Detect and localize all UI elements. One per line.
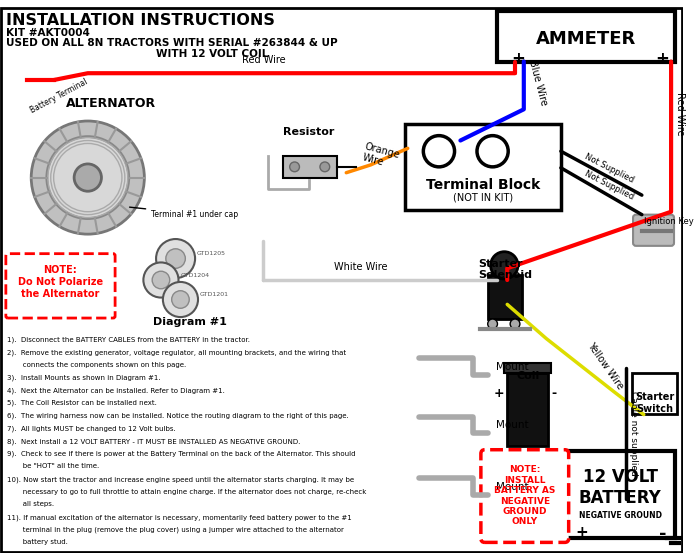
FancyBboxPatch shape: [6, 254, 115, 318]
Circle shape: [488, 319, 498, 329]
Circle shape: [172, 291, 189, 309]
Text: 3).  Install Mounts as shown in Diagram #1.: 3). Install Mounts as shown in Diagram #…: [7, 375, 160, 381]
Circle shape: [74, 164, 102, 191]
Bar: [405, 124, 561, 210]
Circle shape: [32, 121, 144, 234]
Text: Red Wire: Red Wire: [675, 92, 685, 136]
Text: Not Supplied: Not Supplied: [583, 169, 636, 202]
Text: -: -: [551, 388, 556, 400]
Text: Battery Terminal: Battery Terminal: [29, 77, 90, 115]
Bar: [504, 363, 551, 372]
Text: Mount: Mount: [496, 362, 528, 372]
Circle shape: [163, 282, 198, 317]
Text: Terminal Block: Terminal Block: [426, 178, 540, 192]
Text: KIT #AKT0004: KIT #AKT0004: [6, 29, 90, 38]
Circle shape: [477, 136, 508, 167]
Text: (NOT IN KIT): (NOT IN KIT): [453, 192, 513, 202]
Text: White Wire: White Wire: [334, 262, 388, 272]
Bar: [632, 372, 677, 414]
Bar: [566, 451, 675, 539]
Text: +: +: [494, 388, 504, 400]
Text: USED ON ALL 8N TRACTORS WITH SERIAL #263844 & UP: USED ON ALL 8N TRACTORS WITH SERIAL #263…: [6, 38, 337, 48]
Text: 7).  All lights MUST be changed to 12 Volt bulbs.: 7). All lights MUST be changed to 12 Vol…: [7, 426, 176, 432]
Text: 6).  The wiring harness now can be installed. Notice the routing diagram to the : 6). The wiring harness now can be instal…: [7, 413, 349, 419]
Text: +: +: [575, 525, 588, 540]
Circle shape: [424, 136, 454, 167]
Bar: [508, 372, 548, 446]
Text: 11). If manual excitation of the alternator is necessary, momentarily feed batte: 11). If manual excitation of the alterna…: [7, 514, 351, 521]
Text: Orange
Wire: Orange Wire: [361, 141, 401, 171]
Text: ALTERNATOR: ALTERNATOR: [66, 97, 157, 110]
Text: 2).  Remove the existing generator, voltage regulator, all mounting brackets, an: 2). Remove the existing generator, volta…: [7, 349, 346, 356]
Text: battery stud.: battery stud.: [7, 539, 68, 545]
Circle shape: [47, 137, 129, 218]
Text: terminal in the plug (remove the plug cover) using a jumper wire attached to the: terminal in the plug (remove the plug co…: [7, 527, 344, 533]
Bar: [283, 156, 337, 178]
Text: AMMETER: AMMETER: [536, 30, 636, 48]
Bar: [498, 11, 675, 62]
Circle shape: [152, 271, 169, 289]
Text: NOTE:
Do Not Polarize
the Alternator: NOTE: Do Not Polarize the Alternator: [18, 265, 103, 298]
Text: Diagram #1: Diagram #1: [153, 317, 227, 327]
Text: Blue Wire: Blue Wire: [526, 59, 549, 107]
Text: be "HOT" all the time.: be "HOT" all the time.: [7, 463, 99, 469]
Text: 4).  Next the Alternator can be installed. Refer to Diagram #1.: 4). Next the Alternator can be installed…: [7, 388, 225, 394]
Text: connects the components shown on this page.: connects the components shown on this pa…: [7, 362, 186, 368]
Text: Coil: Coil: [516, 371, 539, 381]
Circle shape: [320, 162, 330, 172]
Text: 12 VOLT
BATTERY: 12 VOLT BATTERY: [579, 468, 662, 507]
Text: Yellow Wire: Yellow Wire: [585, 340, 625, 391]
Text: GTD1205: GTD1205: [197, 251, 226, 256]
Text: necessary to go to full throttle to attain engine charge. If the alternator does: necessary to go to full throttle to atta…: [7, 489, 366, 494]
FancyBboxPatch shape: [633, 214, 674, 246]
Text: Starter
Switch: Starter Switch: [635, 392, 674, 414]
Text: Cable not supplied: Cable not supplied: [629, 391, 638, 475]
Text: -: -: [659, 525, 667, 543]
Text: 10). Now start the tractor and increase engine speed until the alternator starts: 10). Now start the tractor and increase …: [7, 476, 354, 483]
Text: 5).  The Coil Resistor can be installed next.: 5). The Coil Resistor can be installed n…: [7, 400, 157, 407]
Text: Mount: Mount: [496, 482, 528, 492]
Circle shape: [491, 251, 518, 279]
Circle shape: [510, 319, 520, 329]
Circle shape: [144, 263, 178, 297]
FancyBboxPatch shape: [481, 450, 568, 543]
Text: Red Wire: Red Wire: [241, 55, 285, 66]
Bar: [488, 275, 522, 319]
Circle shape: [156, 239, 195, 278]
Text: Resistor: Resistor: [283, 127, 334, 137]
Text: +: +: [655, 50, 669, 68]
Circle shape: [290, 162, 300, 172]
Text: Ignition Key: Ignition Key: [644, 217, 694, 226]
Text: 9).  Check to see if there is power at the Battery Terminal on the back of the A: 9). Check to see if there is power at th…: [7, 451, 356, 457]
Text: Mount: Mount: [496, 421, 528, 430]
Text: Terminal #1 under cap: Terminal #1 under cap: [130, 207, 238, 218]
Text: INSTALLATION INSTRUCTIONS: INSTALLATION INSTRUCTIONS: [6, 13, 274, 28]
Text: WITH 12 VOLT COIL: WITH 12 VOLT COIL: [156, 49, 268, 59]
Text: Not Supplied: Not Supplied: [583, 152, 636, 184]
Text: NEGATIVE GROUND: NEGATIVE GROUND: [579, 511, 662, 520]
Text: 1).  Disconnect the BATTERY CABLES from the BATTERY in the tractor.: 1). Disconnect the BATTERY CABLES from t…: [7, 337, 250, 343]
Text: NOTE:
INSTALL
BATTERY AS
NEGATIVE
GROUND
ONLY: NOTE: INSTALL BATTERY AS NEGATIVE GROUND…: [494, 465, 556, 526]
Text: GTD1201: GTD1201: [200, 292, 229, 297]
Text: all steps.: all steps.: [7, 501, 54, 507]
Text: 8).  Next install a 12 VOLT BATTERY - IT MUST BE INSTALLED AS NEGATIVE GROUND.: 8). Next install a 12 VOLT BATTERY - IT …: [7, 438, 300, 445]
Circle shape: [166, 249, 186, 268]
Text: GTD1204: GTD1204: [181, 273, 209, 278]
Text: Starter
Solenoid: Starter Solenoid: [478, 259, 532, 280]
Text: +: +: [511, 50, 525, 68]
